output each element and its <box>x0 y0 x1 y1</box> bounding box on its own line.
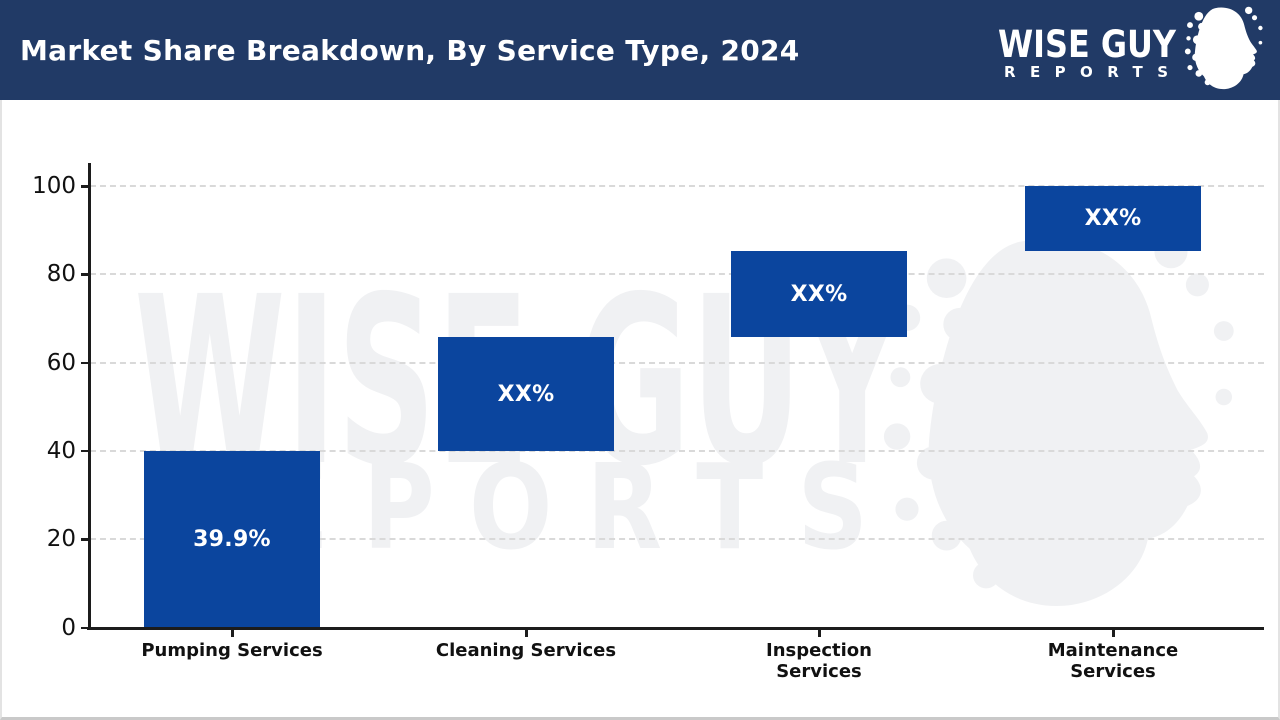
x-tick-mark <box>1112 629 1115 637</box>
chart-area: WISE GUY R E P O R T S 0 20 40 60 80 100 39.9%… <box>0 100 1280 720</box>
y-tick-label: 0 <box>61 614 76 641</box>
gridline-100 <box>90 185 1264 187</box>
bar-3: XX% <box>731 251 907 337</box>
bar-1: 39.9% <box>144 451 320 628</box>
bar-2: XX% <box>438 336 614 452</box>
y-tick-mark <box>81 449 90 453</box>
plot: 0 20 40 60 80 100 39.9% Pumping Services XX% Clea… <box>2 100 1278 717</box>
logo-text: WISE GUY REPORTS <box>998 23 1177 81</box>
gridline-80 <box>90 273 1264 276</box>
y-axis-line <box>88 163 91 630</box>
y-tick-mark <box>81 361 90 365</box>
y-tick-mark <box>81 626 90 629</box>
x-category-label: Pumping Services <box>141 639 323 661</box>
bar-value-label: XX% <box>497 381 555 407</box>
bar-value-label: XX% <box>1084 206 1142 232</box>
header: Market Share Breakdown, By Service Type,… <box>0 0 1280 100</box>
y-tick-label: 100 <box>32 173 76 199</box>
y-tick-label: 60 <box>46 349 76 376</box>
x-tick-mark <box>818 629 821 637</box>
wiseguy-logo: WISE GUY REPORTS <box>996 6 1264 94</box>
y-tick-mark <box>81 185 90 188</box>
bar-value-label: XX% <box>790 281 848 307</box>
y-tick-label: 80 <box>46 261 76 288</box>
logo-line1: WISE GUY <box>998 23 1177 66</box>
y-tick-mark <box>81 538 90 541</box>
page-title: Market Share Breakdown, By Service Type,… <box>20 33 800 67</box>
x-axis-line <box>87 626 1264 630</box>
bar-value-label: 39.9% <box>193 526 271 552</box>
x-category-label: Maintenance Services <box>1047 639 1179 682</box>
bar-4: XX% <box>1025 186 1201 252</box>
x-tick-mark <box>231 629 234 637</box>
gridline-60 <box>90 361 1264 364</box>
x-category-label: Cleaning Services <box>435 639 617 661</box>
gridline-20 <box>90 538 1264 541</box>
logo-face-icon <box>1184 6 1263 90</box>
y-tick-mark <box>81 273 90 276</box>
x-category-label: Inspection Services <box>766 639 872 682</box>
y-tick-label: 40 <box>46 437 76 464</box>
x-tick-mark <box>525 629 528 637</box>
gridline-40 <box>90 449 1264 452</box>
y-tick-label: 20 <box>46 526 76 553</box>
